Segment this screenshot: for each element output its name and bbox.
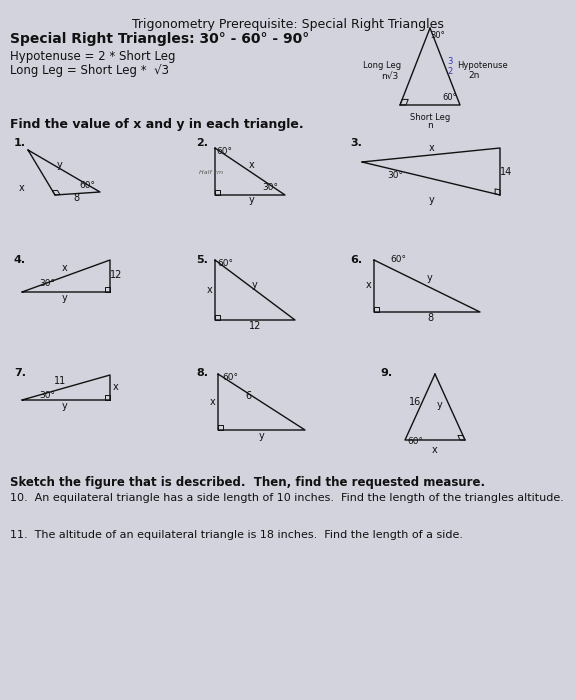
Text: x: x <box>366 280 372 290</box>
Text: 2n: 2n <box>468 71 480 80</box>
Text: Sketch the figure that is described.  Then, find the requested measure.: Sketch the figure that is described. The… <box>10 476 485 489</box>
Text: y: y <box>259 431 265 441</box>
Text: x: x <box>19 183 25 193</box>
Text: 30°: 30° <box>39 279 55 288</box>
Text: 60°: 60° <box>79 181 95 190</box>
Text: 7.: 7. <box>14 368 26 378</box>
Text: 6.: 6. <box>350 255 362 265</box>
Text: y: y <box>249 195 255 205</box>
Text: 2: 2 <box>448 66 453 76</box>
Text: y: y <box>437 400 443 410</box>
Text: 10.  An equilateral triangle has a side length of 10 inches.  Find the length of: 10. An equilateral triangle has a side l… <box>10 493 564 503</box>
Text: 30°: 30° <box>39 391 55 400</box>
Text: x: x <box>207 285 213 295</box>
Text: 11: 11 <box>54 376 66 386</box>
Text: y: y <box>429 195 435 205</box>
Text: 11.  The altitude of an equilateral triangle is 18 inches.  Find the length of a: 11. The altitude of an equilateral trian… <box>10 530 463 540</box>
Text: Hypotenuse: Hypotenuse <box>457 62 507 71</box>
Text: x: x <box>429 143 435 153</box>
Text: Long Leg = Short Leg *  √3: Long Leg = Short Leg * √3 <box>10 64 169 77</box>
Text: x: x <box>210 397 216 407</box>
Text: 30°: 30° <box>431 32 445 41</box>
Text: 60°: 60° <box>222 374 238 382</box>
Text: 16: 16 <box>409 397 421 407</box>
Text: n: n <box>427 120 433 130</box>
Text: x: x <box>249 160 255 170</box>
Text: 60°: 60° <box>216 148 232 157</box>
Text: Special Right Triangles: 30° - 60° - 90°: Special Right Triangles: 30° - 60° - 90° <box>10 32 309 46</box>
Text: x: x <box>432 445 438 455</box>
Text: 2.: 2. <box>196 138 208 148</box>
Text: 4.: 4. <box>14 255 26 265</box>
Text: y: y <box>252 280 258 290</box>
Text: y: y <box>62 293 68 303</box>
Text: 8: 8 <box>73 193 79 203</box>
Text: Hypotenuse = 2 * Short Leg: Hypotenuse = 2 * Short Leg <box>10 50 176 63</box>
Text: 60°: 60° <box>217 260 233 269</box>
Text: 60°: 60° <box>442 92 457 102</box>
Text: 1.: 1. <box>14 138 26 148</box>
Text: x: x <box>113 382 119 392</box>
Text: y: y <box>427 273 433 283</box>
Text: n√3: n√3 <box>381 71 399 80</box>
Text: Trigonometry Prerequisite: Special Right Triangles: Trigonometry Prerequisite: Special Right… <box>132 18 444 31</box>
Text: y: y <box>62 401 68 411</box>
Text: 60°: 60° <box>407 438 423 447</box>
Text: 30°: 30° <box>387 171 403 179</box>
Text: Short Leg: Short Leg <box>410 113 450 122</box>
Text: Half cm: Half cm <box>199 169 223 174</box>
Text: 6: 6 <box>245 391 251 401</box>
Text: 9.: 9. <box>380 368 392 378</box>
Text: 8.: 8. <box>196 368 208 378</box>
Text: x: x <box>62 263 68 273</box>
Text: 8: 8 <box>427 313 433 323</box>
Text: 60°: 60° <box>390 256 406 265</box>
Text: 30°: 30° <box>262 183 278 192</box>
Text: 12: 12 <box>249 321 261 331</box>
Text: 3.: 3. <box>350 138 362 148</box>
Text: 5.: 5. <box>196 255 208 265</box>
Text: Long Leg: Long Leg <box>363 62 401 71</box>
Text: y: y <box>57 160 63 170</box>
Text: 12: 12 <box>110 270 122 280</box>
Text: Find the value of x and y in each triangle.: Find the value of x and y in each triang… <box>10 118 304 131</box>
Text: 3: 3 <box>448 57 453 66</box>
Text: 14: 14 <box>500 167 512 177</box>
